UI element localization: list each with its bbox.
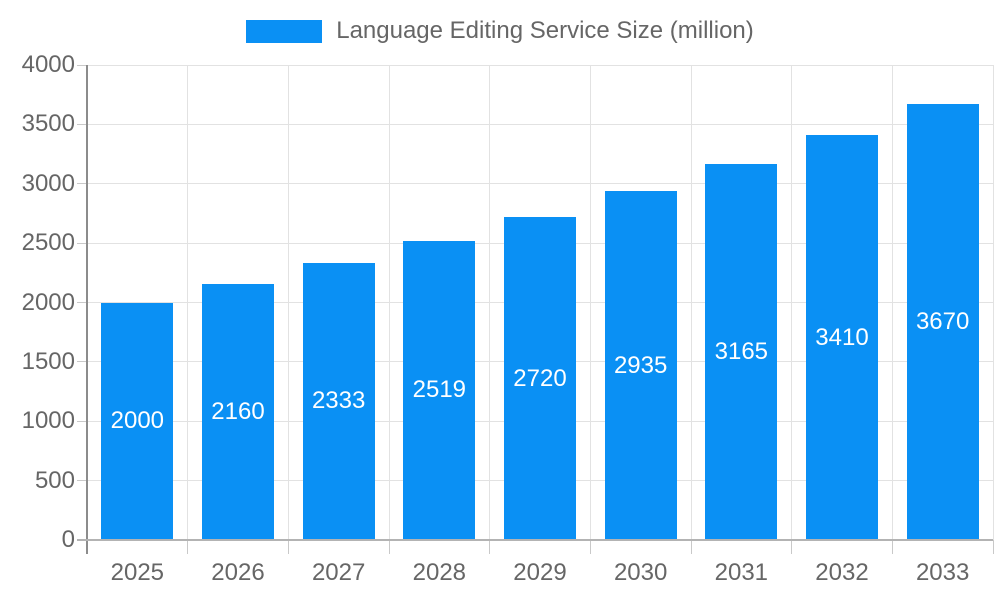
bar-value-label: 2160	[211, 397, 265, 425]
gridline-horizontal	[87, 64, 993, 66]
bar: 2935	[604, 191, 677, 540]
y-axis-tick-label: 2500	[21, 229, 75, 257]
gridline-vertical	[992, 65, 994, 540]
y-axis-tick-label: 0	[61, 526, 75, 553]
bar-value-label: 2519	[412, 376, 467, 404]
y-axis-tick-label: 3500	[21, 110, 75, 138]
bar-value-label: 3165	[714, 338, 769, 366]
bar: 2160	[202, 283, 274, 540]
gridline-vertical	[287, 65, 289, 540]
bar: 3410	[806, 135, 878, 540]
x-axis-tick-label: 2030	[613, 559, 668, 586]
bar-value-label: 2333	[311, 387, 366, 415]
x-axis-tick-mark	[891, 540, 893, 554]
y-axis-tick-label: 500	[34, 466, 75, 494]
gridline-vertical	[791, 65, 793, 540]
gridline-vertical	[388, 65, 390, 540]
bar: 2333	[302, 262, 375, 540]
x-axis-tick-label: 2032	[815, 559, 869, 586]
gridline-vertical	[489, 65, 491, 540]
bar: 2519	[403, 240, 476, 540]
y-axis-tick-label: 4000	[21, 51, 75, 78]
bar-value-label: 2000	[110, 407, 165, 435]
gridline-vertical	[891, 65, 893, 540]
x-axis-line	[77, 539, 993, 541]
gridline-vertical	[589, 65, 591, 540]
plot-area: 2000 2160 2333 2519 2720 2935 3165 3410 3670	[87, 64, 994, 540]
gridline-vertical	[690, 65, 692, 540]
x-axis-tick-mark	[992, 540, 994, 554]
x-axis-tick-label: 2031	[714, 559, 769, 586]
x-axis-tick-mark	[187, 540, 189, 554]
legend-label: Language Editing Service Size (million)	[336, 17, 754, 44]
x-axis-tick-mark	[489, 540, 491, 554]
y-axis-tick-mark	[77, 480, 87, 482]
y-axis-tick-mark	[77, 302, 87, 303]
y-axis-tick-mark	[77, 242, 87, 244]
x-axis-tick-label: 2028	[412, 559, 467, 586]
y-axis-tick-label: 1000	[21, 407, 75, 435]
y-axis-tick-mark	[77, 64, 87, 66]
bar-value-label: 2935	[613, 351, 668, 379]
y-axis-tick-mark	[77, 420, 87, 422]
x-axis-tick-mark	[589, 540, 591, 554]
bar: 3670	[906, 104, 979, 540]
bar-value-label: 2720	[513, 364, 567, 392]
y-axis-tick-mark	[77, 361, 87, 363]
gridline-horizontal	[87, 123, 993, 125]
legend[interactable]: Language Editing Service Size (million)	[0, 17, 1000, 45]
x-axis-tick-mark	[791, 540, 793, 554]
bar: 2000	[101, 302, 174, 540]
y-axis-tick-mark	[77, 183, 87, 185]
x-axis-tick-mark	[388, 540, 390, 554]
y-axis-tick-label: 3000	[21, 169, 75, 197]
bar-value-label: 3410	[815, 323, 869, 351]
x-axis-tick-mark	[287, 540, 289, 554]
x-axis-tick-label: 2027	[311, 559, 366, 586]
bar: 3165	[705, 164, 778, 540]
legend-swatch-icon	[246, 19, 323, 43]
x-axis-tick-label: 2025	[110, 559, 165, 586]
gridline-vertical	[187, 65, 189, 540]
bar: 2720	[504, 217, 576, 540]
x-axis-tick-label: 2026	[211, 559, 265, 586]
x-axis-tick-label: 2033	[915, 559, 970, 586]
x-axis-tick-mark	[690, 540, 692, 554]
y-axis-tick-label: 1500	[21, 347, 75, 375]
y-axis-line	[86, 65, 88, 554]
bar-value-label: 3670	[915, 308, 970, 336]
gridline-horizontal	[87, 183, 993, 185]
x-axis-tick-label: 2029	[513, 559, 567, 586]
y-axis-tick-label: 2000	[21, 288, 75, 316]
y-axis-tick-mark	[77, 123, 87, 125]
